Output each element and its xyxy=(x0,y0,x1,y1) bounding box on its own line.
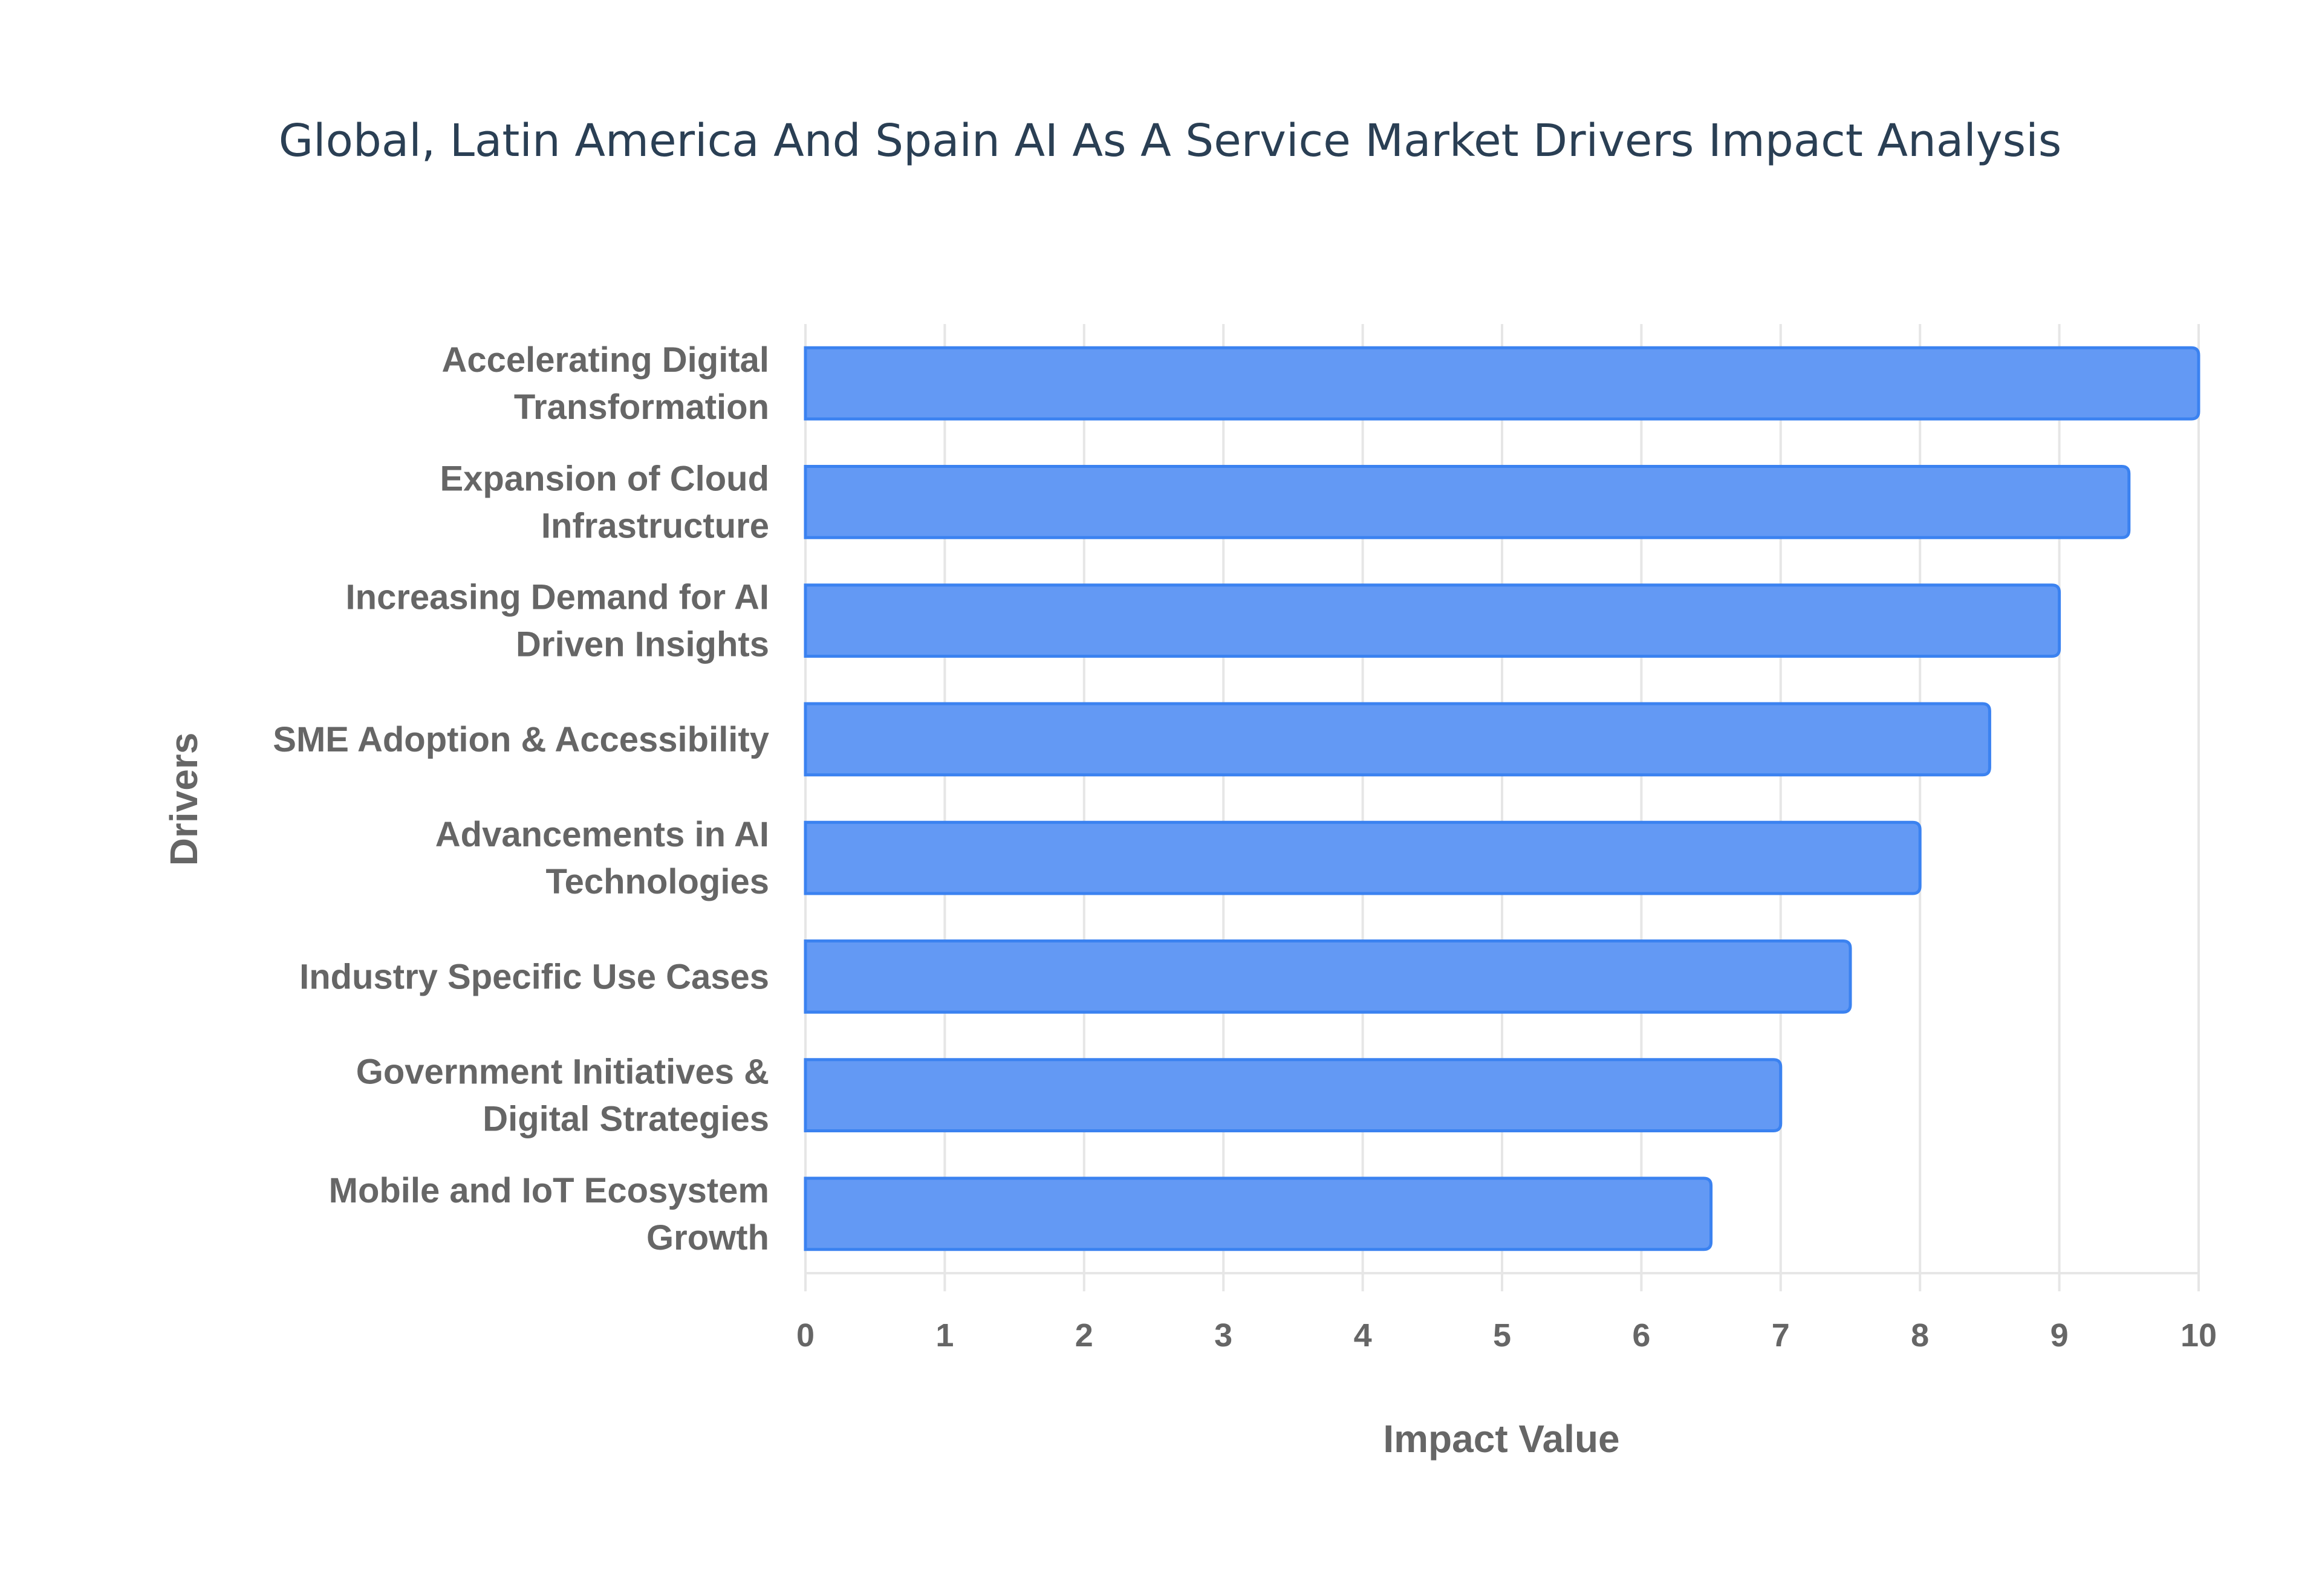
category-labels: Accelerating Digital Transformation Expans… xyxy=(273,340,769,1257)
category-label: Industry Specific Use Cases xyxy=(299,957,769,996)
x-tick-label: 0 xyxy=(796,1317,815,1354)
x-tick-label: 4 xyxy=(1354,1317,1372,1354)
bar xyxy=(804,346,2200,421)
x-tick-label: 8 xyxy=(1911,1317,1929,1354)
chart-title: Global, Latin America And Spain AI As A … xyxy=(279,115,2062,167)
x-tick-label: 9 xyxy=(2050,1317,2069,1354)
x-tick-label: 10 xyxy=(2181,1317,2217,1354)
category-label: Expansion of Cloud xyxy=(440,459,769,498)
category-label: Mobile and IoT Ecosystem xyxy=(329,1171,769,1210)
x-tick-label: 2 xyxy=(1075,1317,1093,1354)
x-tick-labels: 0 1 2 3 4 5 6 7 8 9 10 xyxy=(796,1317,2217,1354)
category-label: SME Adoption & Accessibility xyxy=(273,720,769,759)
category-label: Transformation xyxy=(514,388,769,427)
x-axis-title: Impact Value xyxy=(1383,1417,1619,1461)
bar xyxy=(804,1058,1783,1132)
y-axis-title: Drivers xyxy=(162,733,206,866)
bar xyxy=(804,465,2131,539)
x-tick-label: 5 xyxy=(1493,1317,1511,1354)
bar xyxy=(804,1176,1713,1251)
bar xyxy=(804,939,1852,1014)
bar xyxy=(804,820,1922,895)
x-tick-label: 6 xyxy=(1632,1317,1650,1354)
x-tick-label: 3 xyxy=(1214,1317,1232,1354)
category-label: Accelerating Digital xyxy=(442,340,769,380)
category-label: Advancements in AI xyxy=(435,815,769,854)
category-label: Increasing Demand for AI xyxy=(346,578,769,617)
category-label: Digital Strategies xyxy=(483,1100,769,1139)
x-tick-label: 7 xyxy=(1772,1317,1790,1354)
category-label: Driven Insights xyxy=(516,625,769,664)
bar xyxy=(804,702,1991,777)
category-label: Infrastructure xyxy=(541,506,769,545)
category-label: Government Initiatives & xyxy=(356,1053,769,1092)
bar xyxy=(804,583,2061,658)
category-label: Growth xyxy=(646,1218,769,1257)
bars xyxy=(804,346,2200,1251)
category-label: Technologies xyxy=(545,862,769,901)
x-tick-label: 1 xyxy=(935,1317,954,1354)
